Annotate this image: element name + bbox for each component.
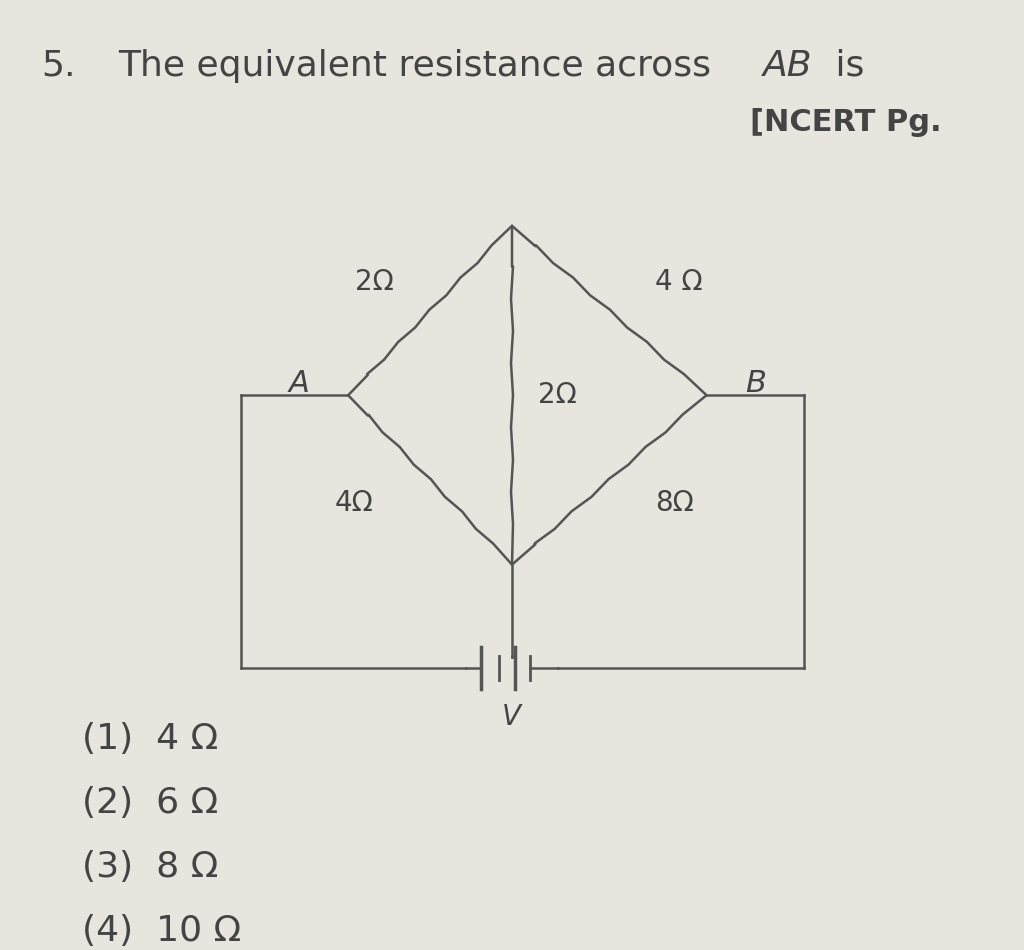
Text: 5.: 5. [41,48,76,83]
Text: (1)  4 Ω: (1) 4 Ω [82,722,218,755]
Text: B: B [745,370,766,398]
Text: 8Ω: 8Ω [655,489,694,518]
Text: (2)  6 Ω: (2) 6 Ω [82,786,218,820]
Text: A: A [289,370,309,398]
Text: (4)  10 Ω: (4) 10 Ω [82,914,242,948]
Text: AB: AB [763,48,812,83]
Text: is: is [824,48,864,83]
Text: $V$: $V$ [501,704,523,731]
Text: (3)  8 Ω: (3) 8 Ω [82,849,218,884]
Text: The equivalent resistance across: The equivalent resistance across [118,48,722,83]
Text: [NCERT Pg.: [NCERT Pg. [751,108,942,137]
Text: 4 Ω: 4 Ω [655,268,703,296]
Text: 4Ω: 4Ω [335,489,374,518]
Text: 2Ω: 2Ω [538,381,577,409]
Text: 2Ω: 2Ω [355,268,394,296]
